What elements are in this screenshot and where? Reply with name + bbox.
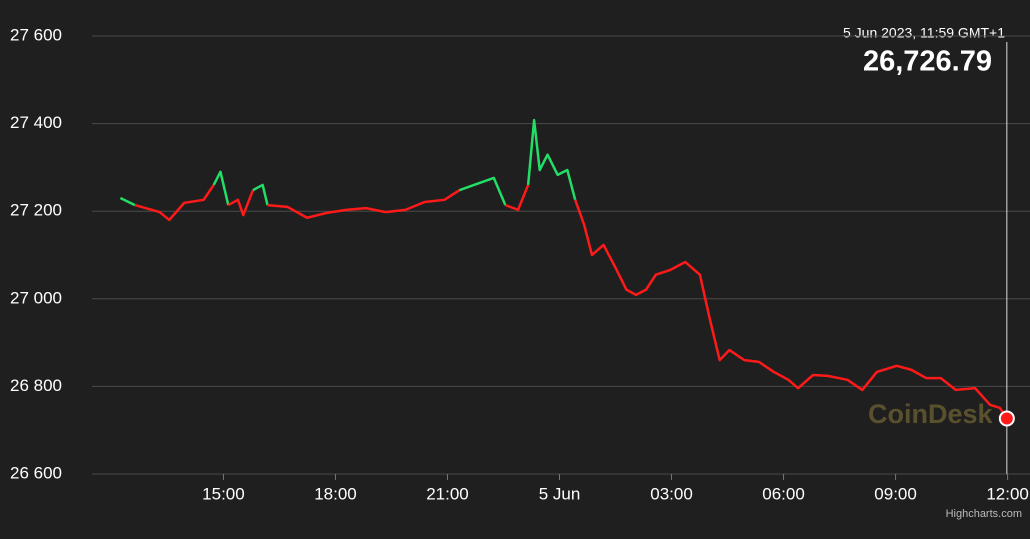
x-tick-label: 5 Jun: [539, 484, 581, 503]
y-tick-label: 27 600: [10, 25, 62, 44]
x-tick-label: 09:00: [874, 484, 917, 503]
x-tick-label: 06:00: [762, 484, 805, 503]
price-line: [526, 118, 577, 201]
tooltip-value: 26,726.79: [863, 46, 992, 78]
y-tick-label: 27 200: [10, 201, 62, 220]
price-line: [459, 176, 507, 206]
credits: Highcharts.com: [946, 508, 1022, 520]
price-line: [252, 183, 269, 206]
watermark: CoinDesk: [868, 399, 994, 429]
y-tick-label: 27 000: [10, 288, 62, 307]
y-tick-label: 27 400: [10, 113, 62, 132]
x-tick-label: 12:00: [986, 484, 1029, 503]
price-line: [574, 199, 1008, 420]
y-tick-label: 26 600: [10, 463, 62, 482]
last-point: [998, 410, 1015, 427]
tooltip-date: 5 Jun 2023, 11:59 GMT+1: [843, 25, 1005, 41]
x-tick-label: 18:00: [314, 484, 357, 503]
price-line: [212, 170, 230, 206]
x-tick-label: 21:00: [426, 484, 469, 503]
price-line: [227, 189, 255, 217]
price-line: [119, 196, 136, 207]
price-line: [134, 184, 215, 222]
y-tick-label: 26 800: [10, 376, 62, 395]
x-tick-label: 03:00: [650, 484, 693, 503]
price-line: [267, 189, 461, 220]
x-tick-label: 15:00: [202, 484, 245, 503]
price-line: [504, 184, 530, 212]
